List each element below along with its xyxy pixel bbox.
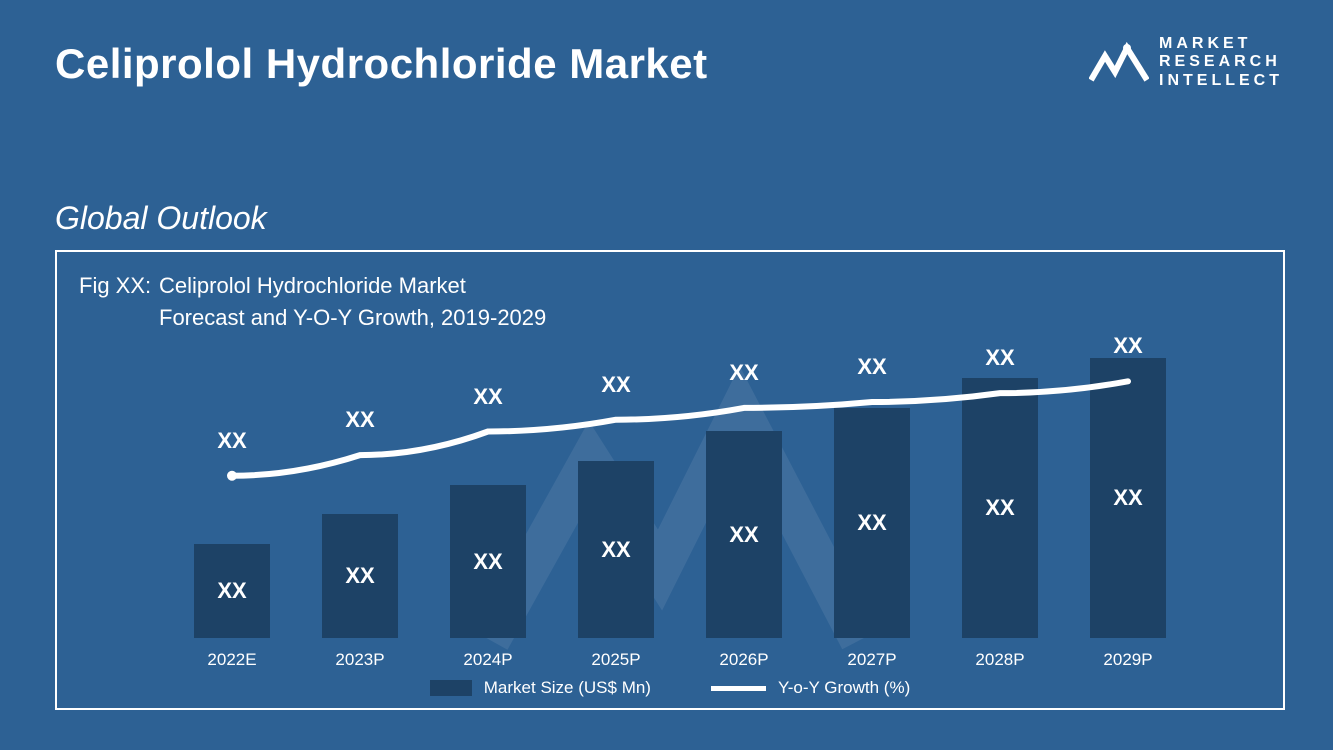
bar-item: XXXX2026P <box>706 431 782 638</box>
bar-value-label: XX <box>985 495 1014 521</box>
x-axis-label: 2022E <box>207 650 256 670</box>
bar: XX <box>962 378 1038 638</box>
x-axis-label: 2024P <box>463 650 512 670</box>
bar-item: XXXX2028P <box>962 378 1038 638</box>
line-point-label: XX <box>601 372 630 398</box>
bar-item: XXXX2023P <box>322 514 398 638</box>
bar: XX <box>578 461 654 638</box>
bar: XX <box>450 485 526 638</box>
bars-group: XXXX2022EXXXX2023PXXXX2024PXXXX2025PXXXX… <box>57 347 1283 638</box>
bar-item: XXXX2025P <box>578 461 654 638</box>
x-axis-label: 2028P <box>975 650 1024 670</box>
line-point-label: XX <box>217 428 246 454</box>
figure-caption: Fig XX:Celiprolol Hydrochloride Market F… <box>79 270 546 334</box>
line-point-label: XX <box>857 354 886 380</box>
figure-title: Celiprolol Hydrochloride Market <box>159 273 466 298</box>
bar-value-label: XX <box>217 578 246 604</box>
bar-value-label: XX <box>345 563 374 589</box>
bar-item: XXXX2024P <box>450 485 526 638</box>
bar-value-label: XX <box>729 522 758 548</box>
line-point-label: XX <box>345 407 374 433</box>
x-axis-label: 2023P <box>335 650 384 670</box>
legend-line-label: Y-o-Y Growth (%) <box>778 678 910 698</box>
bar: XX <box>706 431 782 638</box>
bar: XX <box>194 544 270 638</box>
x-axis-label: 2026P <box>719 650 768 670</box>
legend-bar-label: Market Size (US$ Mn) <box>484 678 651 698</box>
legend-item-bar: Market Size (US$ Mn) <box>430 678 651 698</box>
page-title: Celiprolol Hydrochloride Market <box>55 40 708 88</box>
bar-value-label: XX <box>857 510 886 536</box>
line-point-label: XX <box>985 345 1014 371</box>
line-point-label: XX <box>1113 333 1142 359</box>
line-point-label: XX <box>473 384 502 410</box>
legend-item-line: Y-o-Y Growth (%) <box>711 678 910 698</box>
bar: XX <box>834 408 910 638</box>
bar-value-label: XX <box>473 549 502 575</box>
bar-item: XXXX2022E <box>194 544 270 638</box>
x-axis-label: 2029P <box>1103 650 1152 670</box>
logo-line3: INTELLECT <box>1159 72 1283 90</box>
bar-item: XXXX2029P <box>1090 358 1166 638</box>
chart-container: Fig XX:Celiprolol Hydrochloride Market F… <box>55 250 1285 710</box>
plot-area: XXXX2022EXXXX2023PXXXX2024PXXXX2025PXXXX… <box>57 347 1283 638</box>
legend-line-swatch-icon <box>711 686 766 691</box>
brand-logo: MARKET RESEARCH INTELLECT <box>1089 35 1283 90</box>
bar-item: XXXX2027P <box>834 408 910 638</box>
figure-subtitle: Forecast and Y-O-Y Growth, 2019-2029 <box>79 302 546 334</box>
bar-value-label: XX <box>601 537 630 563</box>
line-point-label: XX <box>729 360 758 386</box>
chart-legend: Market Size (US$ Mn) Y-o-Y Growth (%) <box>57 678 1283 698</box>
bar: XX <box>322 514 398 638</box>
bar: XX <box>1090 358 1166 638</box>
chart-subtitle: Global Outlook <box>55 200 267 237</box>
logo-line2: RESEARCH <box>1159 53 1283 71</box>
bar-value-label: XX <box>1113 485 1142 511</box>
legend-bar-swatch-icon <box>430 680 472 696</box>
figure-prefix: Fig XX: <box>79 270 159 302</box>
logo-mark-icon <box>1089 38 1149 88</box>
logo-line1: MARKET <box>1159 35 1283 53</box>
x-axis-label: 2027P <box>847 650 896 670</box>
logo-text: MARKET RESEARCH INTELLECT <box>1159 35 1283 90</box>
x-axis-label: 2025P <box>591 650 640 670</box>
